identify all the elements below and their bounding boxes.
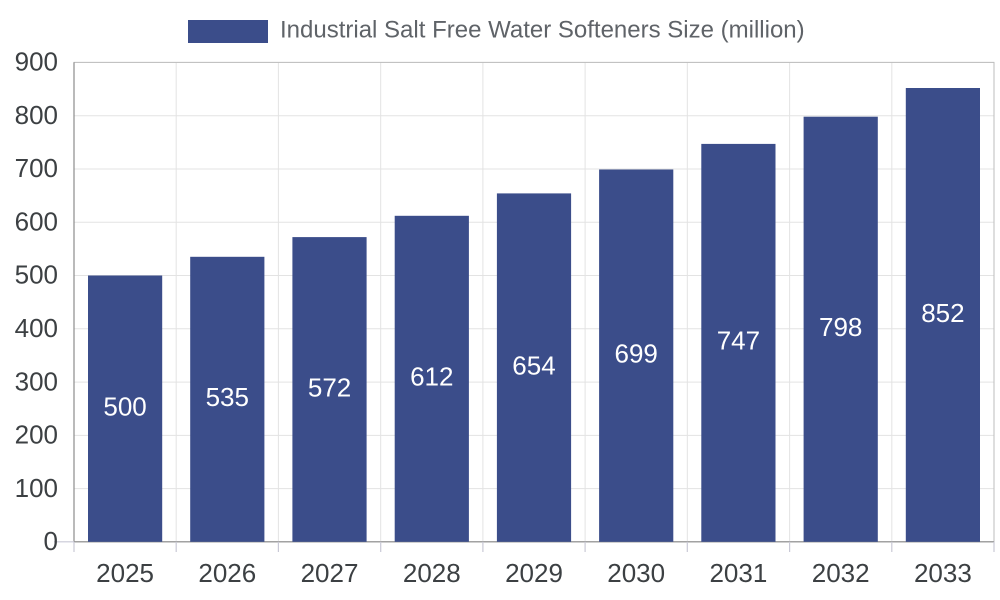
svg-text:535: 535 [206, 382, 249, 412]
svg-text:798: 798 [819, 312, 862, 342]
svg-text:300: 300 [15, 366, 58, 396]
svg-text:2029: 2029 [505, 558, 563, 588]
svg-text:654: 654 [512, 350, 555, 380]
svg-text:2032: 2032 [812, 558, 870, 588]
svg-text:2025: 2025 [96, 558, 154, 588]
svg-text:572: 572 [308, 372, 351, 402]
svg-text:699: 699 [615, 338, 658, 368]
svg-text:0: 0 [44, 526, 58, 556]
svg-text:2031: 2031 [709, 558, 767, 588]
svg-text:2033: 2033 [914, 558, 972, 588]
svg-text:612: 612 [410, 362, 453, 392]
svg-text:2026: 2026 [198, 558, 256, 588]
svg-text:2030: 2030 [607, 558, 665, 588]
svg-text:Industrial Salt Free Water Sof: Industrial Salt Free Water Softeners Siz… [280, 16, 805, 43]
svg-text:200: 200 [15, 420, 58, 450]
svg-text:400: 400 [15, 313, 58, 343]
svg-text:700: 700 [15, 153, 58, 183]
svg-text:600: 600 [15, 206, 58, 236]
svg-text:800: 800 [15, 100, 58, 130]
svg-text:852: 852 [921, 298, 964, 328]
svg-text:500: 500 [103, 391, 146, 421]
svg-text:900: 900 [15, 47, 58, 77]
svg-text:747: 747 [717, 326, 760, 356]
svg-text:500: 500 [15, 260, 58, 290]
svg-text:2028: 2028 [403, 558, 461, 588]
svg-text:2027: 2027 [301, 558, 359, 588]
svg-text:100: 100 [15, 473, 58, 503]
